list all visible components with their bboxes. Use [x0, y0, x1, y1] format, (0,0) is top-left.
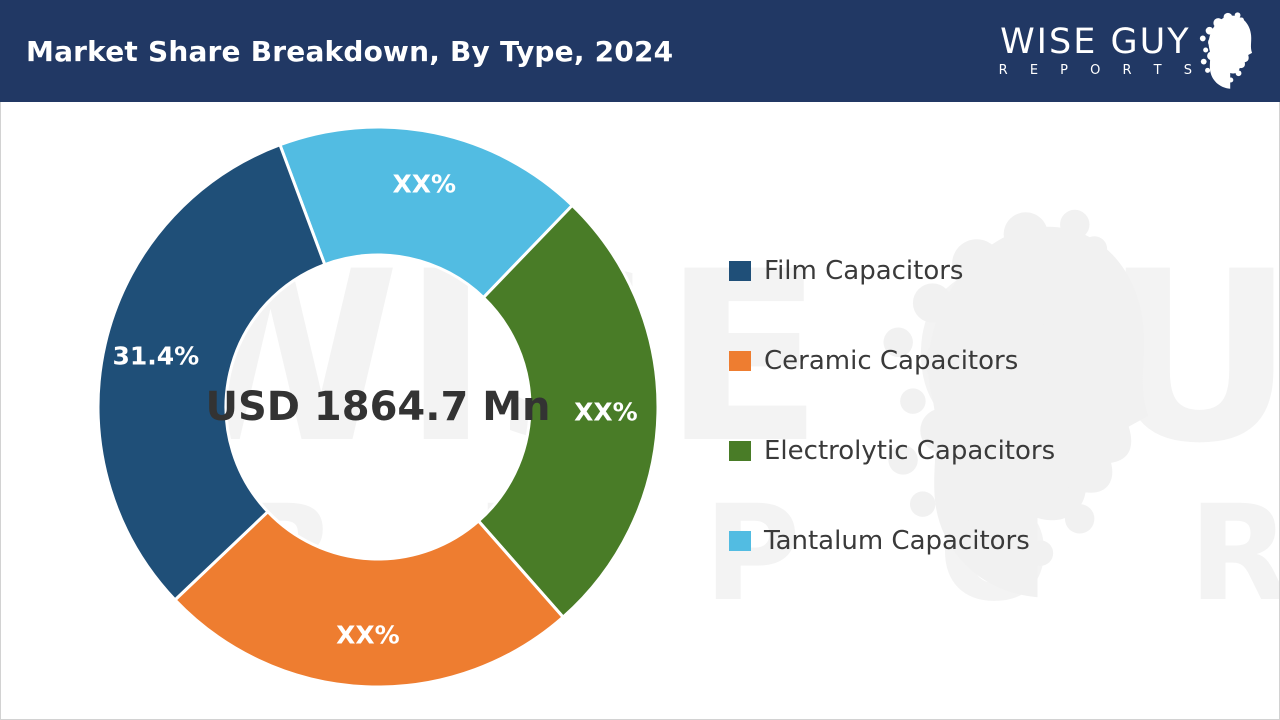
donut-segments: [96, 125, 660, 689]
donut-segment-2: [173, 510, 565, 689]
chart-legend: Film Capacitors Ceramic Capacitors Electro…: [729, 226, 1055, 586]
donut-segment-1: [476, 203, 660, 619]
brand-subtitle: R E P O R T S: [998, 63, 1201, 78]
legend-swatch-icon: [729, 351, 751, 371]
header-bar: Market Share Breakdown, By Type, 2024 WI…: [0, 0, 1280, 102]
segment-label-1: XX%: [574, 398, 638, 427]
legend-label: Film Capacitors: [764, 256, 964, 286]
donut-segment-labels: XX% XX% XX% 31.4%: [112, 169, 637, 649]
segment-label-2: XX%: [336, 620, 400, 649]
donut-segment-0: [278, 125, 574, 300]
donut-center-value: USD 1864.7 Mn: [206, 384, 551, 430]
brand-logo-text: WISE GUY R E P O R T S: [999, 22, 1192, 78]
brand-logo: WISE GUY R E P O R T S: [999, 10, 1254, 92]
donut-chart: XX% XX% XX% 31.4% USD 1864.7 Mn: [96, 125, 660, 689]
donut-segment-3: [96, 143, 327, 602]
legend-label: Ceramic Capacitors: [764, 346, 1019, 376]
legend-item-2: Electrolytic Capacitors: [729, 406, 1055, 496]
legend-swatch-icon: [729, 261, 751, 281]
page-title: Market Share Breakdown, By Type, 2024: [26, 34, 674, 68]
legend-label: Electrolytic Capacitors: [764, 436, 1056, 466]
chart-area: WISE GUY R E P O R T S XX%XX%XX%31.4% US…: [0, 102, 1280, 720]
legend-item-3: Tantalum Capacitors: [729, 496, 1055, 586]
segment-label-0: XX%: [393, 169, 457, 198]
legend-item-1: Ceramic Capacitors: [729, 316, 1055, 406]
dotted-face-profile-icon: [1196, 10, 1254, 92]
legend-item-0: Film Capacitors: [729, 226, 1055, 316]
legend-swatch-icon: [729, 531, 751, 551]
segment-label-3: 31.4%: [112, 341, 199, 370]
brand-name: WISE GUY: [1000, 22, 1191, 62]
legend-label: Tantalum Capacitors: [764, 526, 1030, 556]
legend-swatch-icon: [729, 441, 751, 461]
